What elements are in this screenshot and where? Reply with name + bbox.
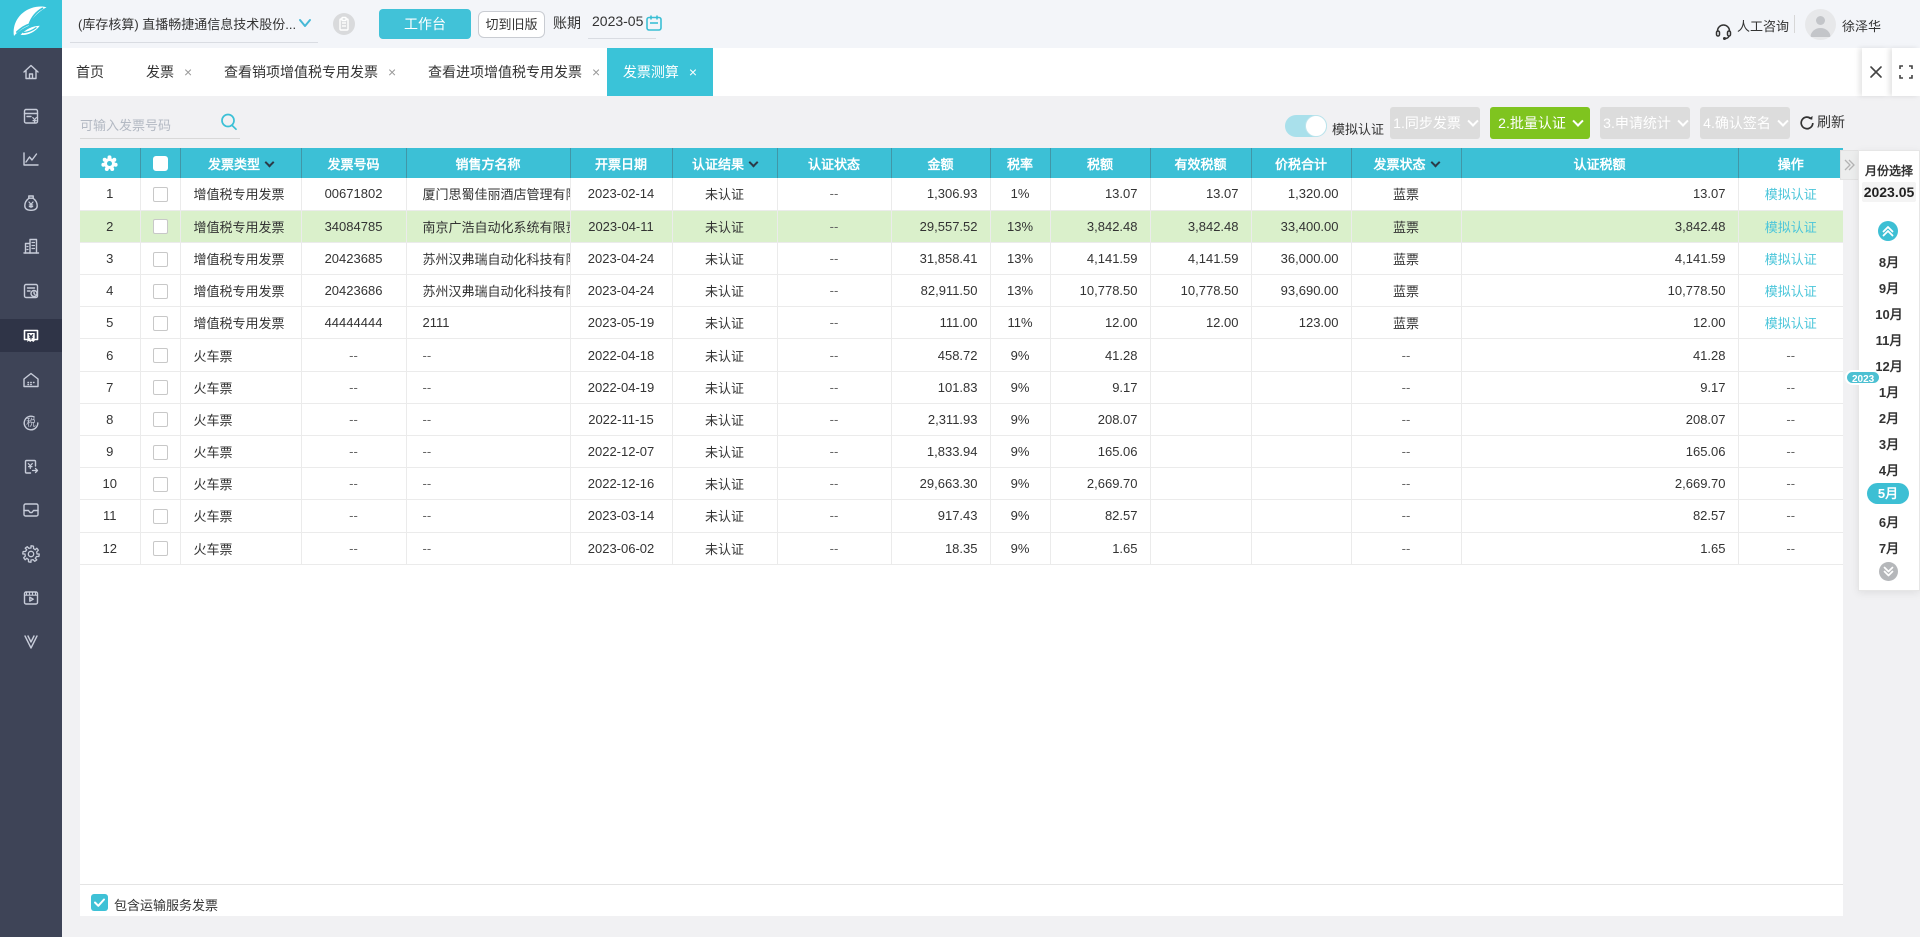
svg-text:税: 税 [26,417,36,429]
